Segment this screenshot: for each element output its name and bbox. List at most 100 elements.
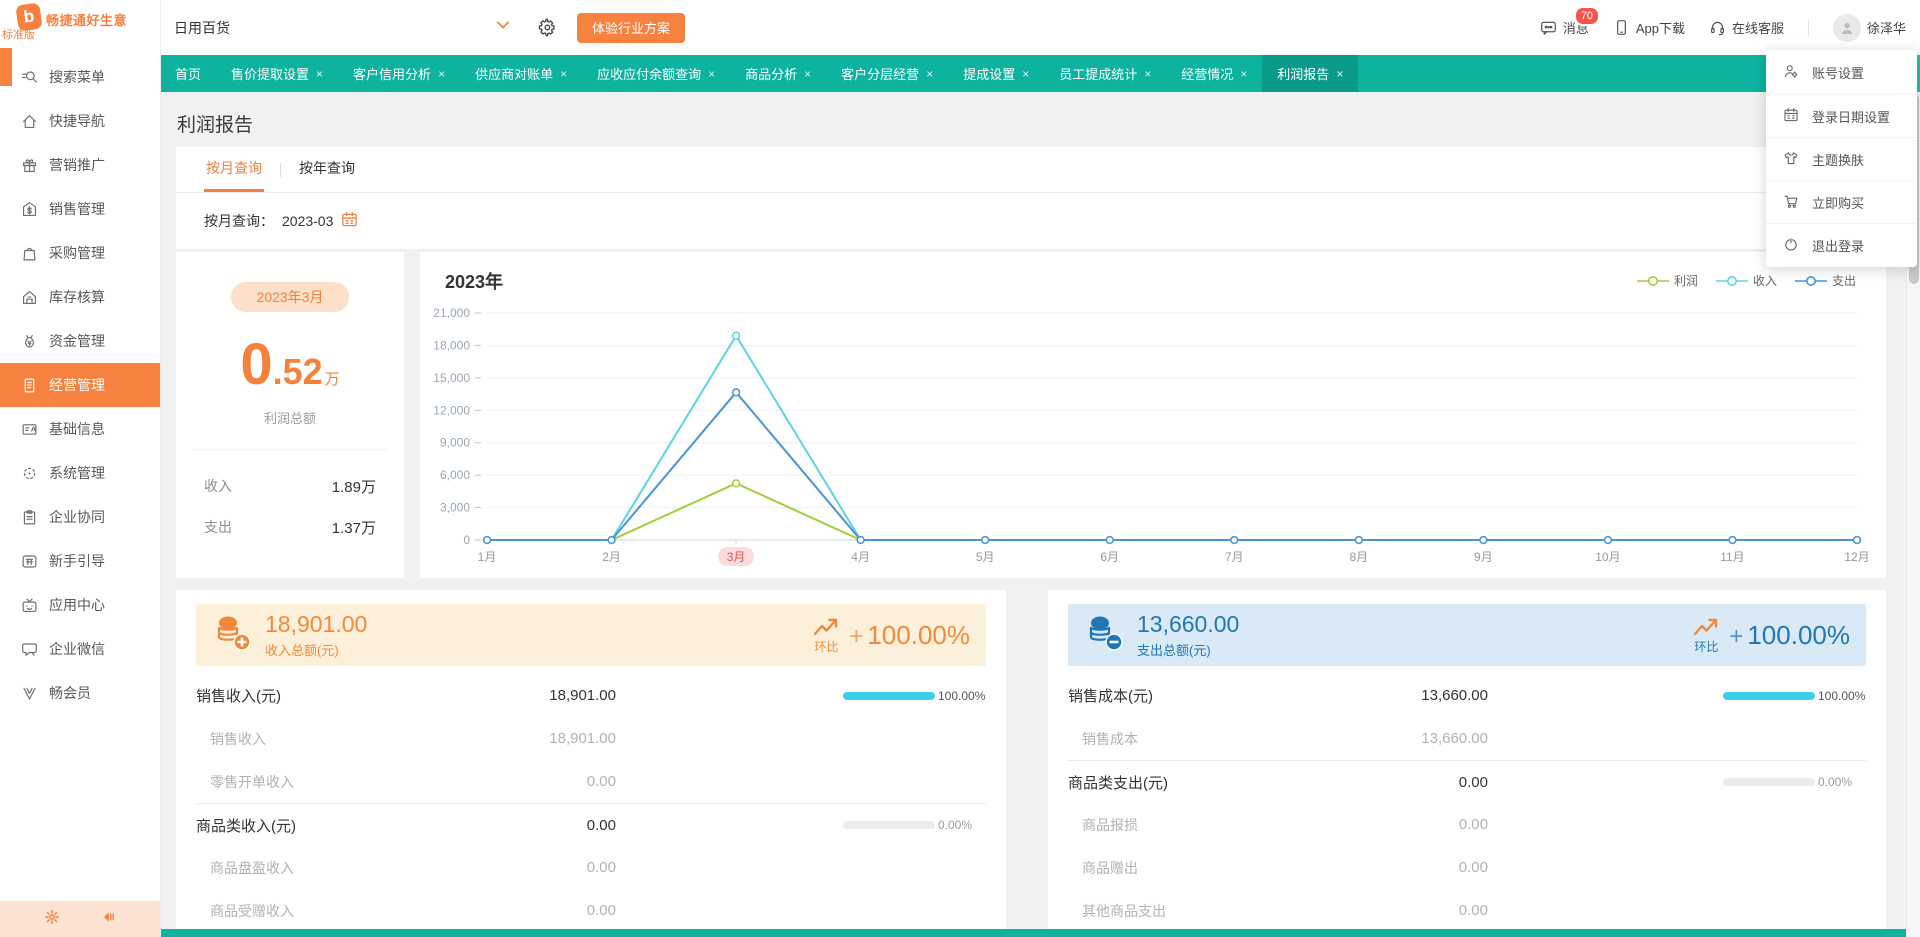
tab-close-icon[interactable]: × [1336,66,1344,81]
tab-close-icon[interactable]: × [316,66,324,81]
stat-total-value: 13,660.00 [1137,611,1240,637]
user-menu-item-logout[interactable]: 退出登录 [1766,223,1917,266]
legend-item-2[interactable]: 支出 [1794,272,1856,289]
sidebar-item-basic-info[interactable]: A 基础信息 [0,407,160,451]
svg-text:11月: 11月 [1720,550,1744,564]
tab-item-2[interactable]: 客户信用分析 × [338,55,460,92]
chart-legend: 利润 收入 支出 [1636,272,1856,289]
online-service-button[interactable]: 在线客服 [1709,18,1784,37]
table-row[interactable]: 销售成本(元) 13,660.00 100.00% [1068,674,1866,717]
table-row[interactable]: 零售开单收入 0.00 [196,760,986,803]
row-label: 销售成本(元) [1068,688,1153,705]
row-label: 销售收入 [210,730,266,747]
sidebar-item-label: 快捷导航 [49,113,105,129]
app-download-button[interactable]: App下载 [1613,18,1685,37]
expense-card: 13,660.00 支出总额(元) 环比 +100.00% 销售成本(元) 13,660.… [1048,590,1886,930]
sidebar-menu: 搜索菜单快捷导航营销推广 销售管理采购管理库存核算 资金管理 经营管理 A 基础信息 系统管… [0,55,160,715]
tab-close-icon[interactable]: × [1022,66,1030,81]
tab-item-10[interactable]: 利润报告 × [1262,55,1359,92]
sidebar-item-sales[interactable]: 销售管理 [0,187,160,231]
sidebar-bottom-bar [0,901,160,937]
sidebar-item-purchase[interactable]: 采购管理 [0,231,160,275]
messages-badge: 70 [1573,6,1601,26]
sidebar-item-funds[interactable]: 资金管理 [0,319,160,363]
table-row[interactable]: 商品赠出 0.00 [1068,846,1866,889]
tab-close-icon[interactable]: × [708,66,716,81]
user-menu-item-theme-skin[interactable]: 主题换肤 [1766,137,1917,180]
legend-marker-icon [1715,275,1748,286]
legend-label: 收入 [1752,274,1777,288]
ratio-label: 环比 [1694,639,1719,654]
query-tab-0[interactable]: 按月查询 [204,147,264,192]
tab-close-icon[interactable]: × [1240,66,1248,81]
tab-item-3[interactable]: 供应商对账单 × [460,55,582,92]
tab-label: 经营情况 [1181,67,1234,82]
tab-close-icon[interactable]: × [438,66,446,81]
tab-item-6[interactable]: 客户分层经营 × [826,55,948,92]
tab-item-8[interactable]: 员工提成统计 × [1044,55,1166,92]
tab-item-7[interactable]: 提成设置 × [948,55,1044,92]
tab-item-1[interactable]: 售价提取设置 × [216,55,338,92]
tab-item-0[interactable]: 首页 [160,55,216,92]
tab-item-5[interactable]: 商品分析 × [730,55,826,92]
sidebar-item-inventory[interactable]: 库存核算 [0,275,160,319]
table-row[interactable]: 商品报损 0.00 [1068,803,1866,846]
sidebar-item-search[interactable]: 搜索菜单 [0,55,160,99]
table-row[interactable]: 其他商品支出 0.00 [1068,889,1866,930]
row-value: 0.00 [1458,773,1488,791]
legend-item-0[interactable]: 利润 [1636,272,1698,289]
table-row[interactable]: 销售收入 18,901.00 [196,717,986,760]
tab-close-icon[interactable]: × [560,66,568,81]
sidebar: b 畅捷通好生意 标准版 搜索菜单 快捷导航 营销推广 销售管理 采购管理 库存核算 资金管… [0,0,160,937]
tab-close-icon[interactable]: × [804,66,812,81]
table-row[interactable]: 商品盘盈收入 0.00 [196,846,986,889]
user-profile-button[interactable]: 徐泽华 [1832,13,1906,42]
row-label: 销售成本 [1082,730,1138,747]
sidebar-item-label: 采购管理 [49,245,105,261]
sidebar-item-beginner-guide[interactable]: 新手引导 [0,539,160,583]
user-menu-item-buy-now[interactable]: 立即购买 [1766,180,1917,223]
open-tabs-bar: 首页 售价提取设置 × 客户信用分析 × 供应商对账单 × 应收应付余额查询 × 商品分析 × 客户分… [160,55,1920,92]
sidebar-item-wecom[interactable]: 企业微信 [0,627,160,671]
sidebar-item-app-center[interactable]: 应用中心 [0,583,160,627]
user-menu-item-login-date-settings[interactable]: 登录日期设置 [1766,94,1917,137]
calendar-icon[interactable] [341,211,358,231]
sidebar-item-member[interactable]: 畅会员 [0,671,160,715]
sidebar-item-operations[interactable]: 经营管理 [0,363,160,407]
messages-button[interactable]: 消息 70 [1540,6,1601,37]
table-row[interactable]: 销售成本 13,660.00 [1068,717,1866,760]
bottom-teal-strip [160,929,1906,937]
table-row[interactable]: 商品受赠收入 0.00 [196,889,986,930]
summary-row: 收入 1.89万 [176,466,404,507]
table-row[interactable]: 销售收入(元) 18,901.00 100.00% [196,674,986,717]
tab-item-9[interactable]: 经营情况 × [1166,55,1262,92]
store-selector[interactable]: 日用百货 [174,18,510,38]
progress-label: 100.00% [1818,688,1866,703]
legend-item-1[interactable]: 收入 [1715,272,1777,289]
sidebar-item-quick-nav[interactable]: 快捷导航 [0,99,160,143]
svg-text:1月: 1月 [478,550,497,564]
chart-title: 2023年 [445,272,504,292]
progress-bar [843,821,935,829]
query-date-value[interactable]: 2023-03 [282,212,334,229]
sidebar-item-system[interactable]: 系统管理 [0,451,160,495]
sidebar-item-collaboration[interactable]: 企业协同 [0,495,160,539]
page-title: 利润报告 [177,115,254,136]
sidebar-item-marketing[interactable]: 营销推广 [0,143,160,187]
user-menu-item-account-settings[interactable]: 账号设置 [1766,51,1917,94]
query-tab-1[interactable]: 按年查询 [299,160,355,176]
tab-close-icon[interactable]: × [1144,66,1152,81]
collapse-sidebar-icon[interactable] [100,909,116,930]
svg-text:9,000: 9,000 [440,436,470,450]
row-progress: 100.00% [1488,689,1866,703]
tab-item-4[interactable]: 应收应付余额查询 × [582,55,730,92]
user-menu-item-label: 主题换肤 [1812,152,1865,168]
table-row[interactable]: 商品类支出(元) 0.00 0.00% [1068,760,1866,803]
tab-close-icon[interactable]: × [926,66,934,81]
header-gear-icon[interactable] [538,18,557,37]
table-row[interactable]: 商品类收入(元) 0.00 0.00% [196,803,986,846]
row-value: 13,660.00 [1421,730,1488,747]
try-industry-solution-button[interactable]: 体验行业方案 [577,12,686,43]
settings-gear-icon[interactable] [44,909,60,930]
trend-up-icon [814,618,838,635]
